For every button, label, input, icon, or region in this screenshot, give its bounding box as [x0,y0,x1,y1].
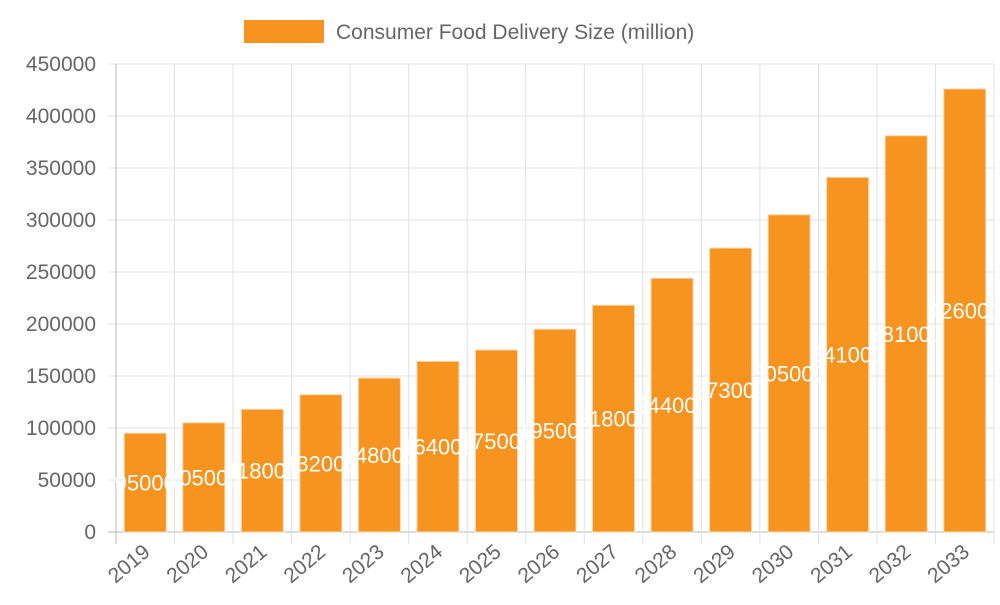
y-tick-label: 400000 [26,105,96,128]
x-tick-label: 2023 [338,540,389,588]
bar [357,377,401,533]
bar [123,432,167,533]
x-tick-label: 2031 [806,540,857,588]
x-tick-label: 2029 [689,540,740,588]
y-tick-label: 200000 [26,313,96,336]
data-label: 273000 [694,378,767,403]
grid [108,63,995,544]
bar [474,349,518,533]
x-tick-label: 2027 [572,540,623,588]
y-tick-label: 450000 [26,53,96,76]
data-label: 148000 [343,443,416,468]
data-label: 118000 [226,459,298,484]
x-tick-label: 2025 [455,540,506,588]
data-label: 175000 [460,429,533,454]
x-tick-label: 2026 [514,540,565,588]
bar [182,422,226,533]
bar [650,277,694,533]
data-label: 105000 [167,465,240,490]
x-tick-label: 2024 [397,540,448,588]
data-label: 341000 [811,343,884,368]
bar [709,247,753,533]
x-tick-label: 2028 [631,540,682,588]
bar [299,394,343,533]
y-tick-label: 0 [84,521,96,544]
x-tick-label: 2021 [221,540,272,588]
y-axis: 0 50000 100000 150000 200000 250000 300000 3500… [26,53,96,544]
bar [884,135,928,533]
bars [123,88,987,533]
bar [826,176,870,533]
legend-swatch [244,20,324,43]
x-tick-label: 2033 [923,540,974,588]
data-label: 164000 [401,435,474,460]
y-tick-label: 100000 [26,417,96,440]
data-label: 381000 [869,322,942,347]
legend-label: Consumer Food Delivery Size (million) [336,21,694,44]
bar [416,360,460,533]
data-label: 95000 [115,471,176,496]
data-label: 305000 [752,361,825,386]
data-label: 426000 [928,298,1000,323]
bar [592,304,636,533]
bar [533,328,577,533]
y-tick-label: 50000 [38,469,96,492]
data-label: 195000 [518,419,591,444]
data-label: 218000 [577,407,650,432]
x-tick-label: 2022 [280,540,331,588]
x-tick-label: 2019 [104,540,155,588]
y-tick-label: 350000 [26,157,96,180]
legend[interactable]: Consumer Food Delivery Size (million) [244,20,694,44]
y-tick-label: 250000 [26,261,96,284]
bar [240,408,284,533]
bar [943,88,987,533]
data-label: 132000 [284,451,357,476]
x-axis: 2019 2020 2021 2022 2023 2024 2025 2026 2027 2028… [104,540,974,588]
data-labels: 9500010500011800013200014800016400017500… [115,298,1000,495]
x-tick-label: 2032 [865,540,916,588]
y-tick-label: 150000 [26,365,96,388]
y-tick-label: 300000 [26,209,96,232]
bar [767,214,811,533]
x-tick-label: 2030 [748,540,799,588]
x-tick-label: 2020 [162,540,213,588]
data-label: 244000 [635,393,708,418]
